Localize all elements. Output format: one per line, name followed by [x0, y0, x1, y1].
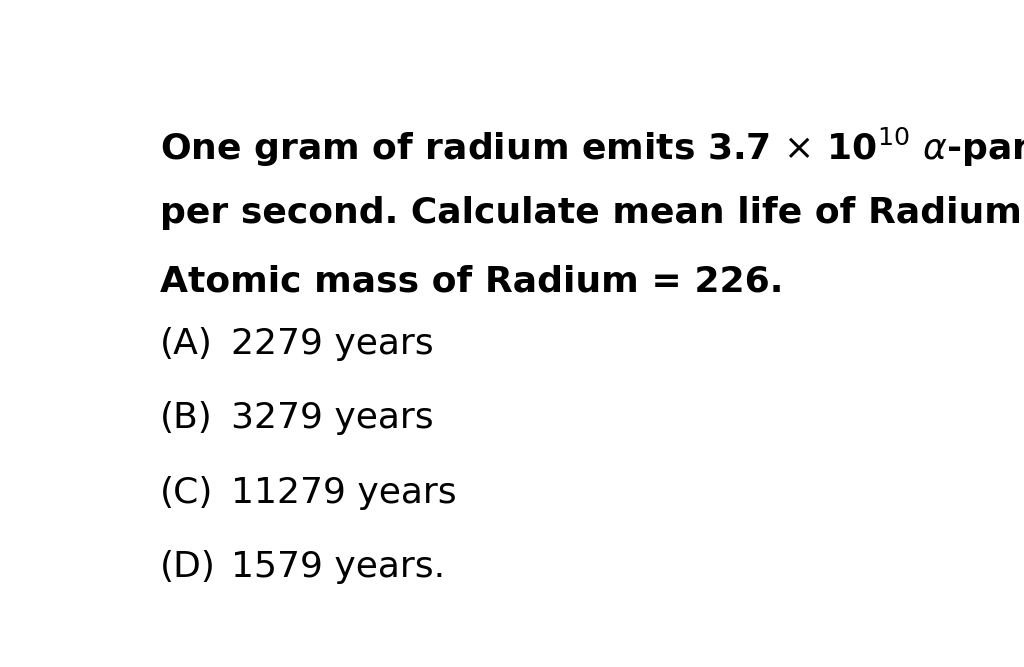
Text: (B): (B) — [160, 401, 213, 435]
Text: (A): (A) — [160, 327, 213, 361]
Text: (C): (C) — [160, 476, 213, 510]
Text: 11279 years: 11279 years — [231, 476, 457, 510]
Text: Atomic mass of Radium = 226.: Atomic mass of Radium = 226. — [160, 265, 783, 299]
Text: 3279 years: 3279 years — [231, 401, 434, 435]
Text: One gram of radium emits 3.7 $\times$ 10$^{10}$ $\alpha$-particles: One gram of radium emits 3.7 $\times$ 10… — [160, 126, 1024, 169]
Text: (D): (D) — [160, 550, 216, 584]
Text: 1579 years.: 1579 years. — [231, 550, 445, 584]
Text: 2279 years: 2279 years — [231, 327, 434, 361]
Text: per second. Calculate mean life of Radium. Given:: per second. Calculate mean life of Radiu… — [160, 195, 1024, 229]
